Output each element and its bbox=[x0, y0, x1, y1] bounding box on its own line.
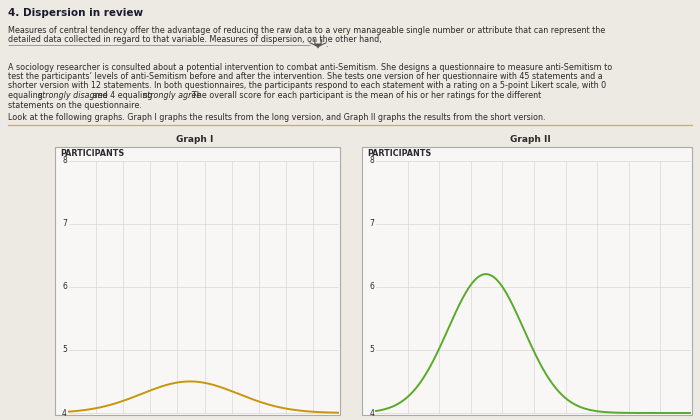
Text: . The overall score for each participant is the mean of his or her ratings for t: . The overall score for each participant… bbox=[187, 91, 541, 100]
FancyBboxPatch shape bbox=[55, 147, 340, 415]
Text: 7: 7 bbox=[369, 219, 374, 228]
Text: strongly disagree: strongly disagree bbox=[38, 91, 107, 100]
Text: Graph I: Graph I bbox=[176, 134, 214, 144]
Text: PARTICIPANTS: PARTICIPANTS bbox=[60, 150, 125, 158]
Text: shorter version with 12 statements. In both questionnaires, the participants res: shorter version with 12 statements. In b… bbox=[8, 81, 606, 90]
Text: .: . bbox=[325, 40, 328, 49]
Text: 6: 6 bbox=[369, 282, 374, 291]
Text: detailed data collected in regard to that variable. Measures of dispersion, on t: detailed data collected in regard to tha… bbox=[8, 36, 382, 45]
Text: A sociology researcher is consulted about a potential intervention to combat ant: A sociology researcher is consulted abou… bbox=[8, 63, 612, 71]
Text: 5: 5 bbox=[62, 345, 67, 354]
Text: and 4 equaling: and 4 equaling bbox=[90, 91, 155, 100]
Text: 5: 5 bbox=[369, 345, 374, 354]
Text: test the participants’ levels of anti-Semitism before and after the intervention: test the participants’ levels of anti-Se… bbox=[8, 72, 603, 81]
Polygon shape bbox=[314, 44, 322, 48]
FancyBboxPatch shape bbox=[362, 147, 692, 415]
Text: equaling: equaling bbox=[8, 91, 46, 100]
Text: 4: 4 bbox=[62, 409, 67, 417]
Text: PARTICIPANTS: PARTICIPANTS bbox=[367, 150, 431, 158]
Text: 6: 6 bbox=[62, 282, 67, 291]
Text: 7: 7 bbox=[62, 219, 67, 228]
Text: Graph II: Graph II bbox=[510, 134, 550, 144]
Text: 4: 4 bbox=[369, 409, 374, 417]
Text: 8: 8 bbox=[62, 156, 67, 165]
Text: Look at the following graphs. Graph I graphs the results from the long version, : Look at the following graphs. Graph I gr… bbox=[8, 113, 545, 123]
Text: strongly agree: strongly agree bbox=[144, 91, 202, 100]
Text: Measures of central tendency offer the advantage of reducing the raw data to a v: Measures of central tendency offer the a… bbox=[8, 26, 606, 35]
Text: statements on the questionnaire.: statements on the questionnaire. bbox=[8, 100, 142, 110]
Text: 8: 8 bbox=[370, 156, 374, 165]
Text: 4. Dispersion in review: 4. Dispersion in review bbox=[8, 8, 143, 18]
